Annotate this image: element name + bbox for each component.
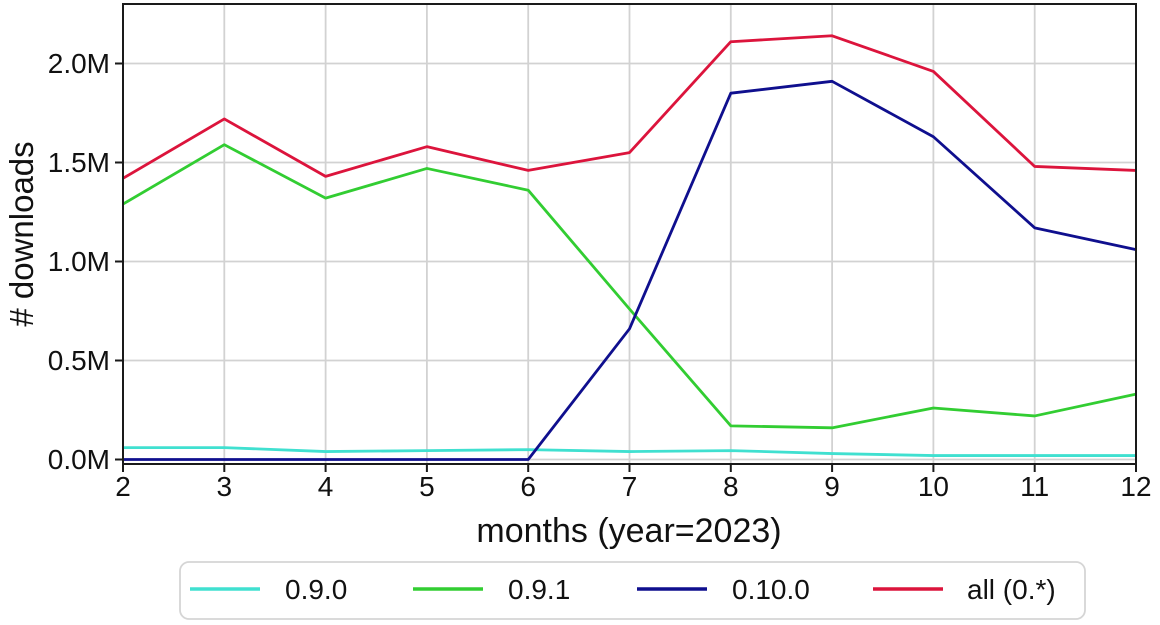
gridlines — [122, 4, 1137, 464]
legend-item: 0.9.1 — [413, 574, 570, 605]
x-tick-label: 2 — [115, 471, 131, 502]
x-tick-label: 6 — [520, 471, 536, 502]
legend-item: all (0.*) — [873, 574, 1056, 605]
series-line-0.9.1 — [122, 143, 1137, 430]
x-tick-label: 11 — [1020, 471, 1049, 502]
y-tick-label: 0.5M — [48, 345, 110, 376]
series-line-all (0.*) — [122, 34, 1137, 180]
series-lines — [122, 34, 1137, 461]
legend-item: 0.9.0 — [190, 574, 347, 605]
y-axis-label: # downloads — [3, 141, 40, 326]
series-line-0.9.0 — [123, 446, 1136, 457]
x-axis-ticks: 2 3 4 5 6 7 8 9 10 11 12 — [115, 464, 1152, 502]
y-axis-ticks: 0.0M 0.5M 1.0M 1.5M 2.0M — [48, 48, 123, 475]
x-tick-label: 5 — [419, 471, 435, 502]
y-tick-label: 0.0M — [48, 444, 110, 475]
x-tick-label: 4 — [318, 471, 334, 502]
x-tick-label: 10 — [918, 471, 949, 502]
legend-item: 0.10.0 — [637, 574, 810, 605]
x-tick-label: 7 — [622, 471, 638, 502]
legend-item-label: all (0.*) — [967, 574, 1056, 605]
legend-box — [179, 561, 1086, 620]
x-tick-label: 3 — [217, 471, 233, 502]
y-tick-label: 1.5M — [48, 147, 110, 178]
x-axis-label: months (year=2023) — [476, 512, 781, 550]
y-tick-label: 1.0M — [48, 246, 110, 277]
legend-item-label: 0.10.0 — [732, 574, 810, 605]
legend-items: 0.9.0 0.9.1 0.10.0 all (0.*) — [190, 574, 1056, 605]
x-tick-label: 9 — [824, 471, 840, 502]
legend: 0.9.0 0.9.1 0.10.0 all (0.*) — [179, 561, 1086, 620]
legend-item-label: 0.9.0 — [285, 574, 347, 605]
legend-item-label: 0.9.1 — [508, 574, 570, 605]
series-line-0.10.0 — [123, 79, 1137, 461]
x-tick-label: 8 — [723, 471, 739, 502]
y-tick-label: 2.0M — [48, 48, 110, 79]
x-tick-label: 12 — [1120, 471, 1151, 502]
